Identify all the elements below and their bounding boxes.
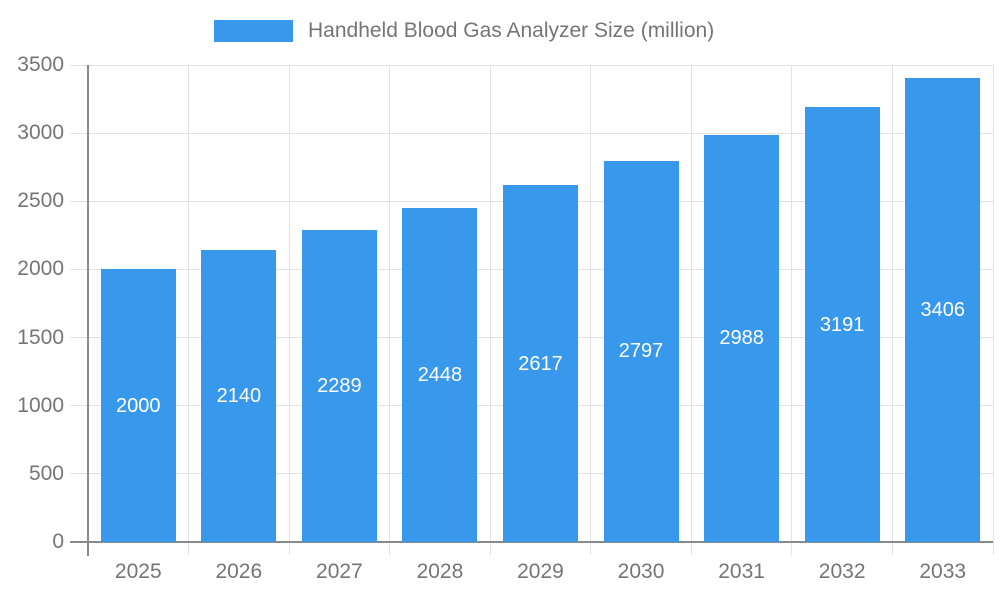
bar-2030: 2797 — [603, 160, 679, 542]
x-tick-mark — [992, 542, 994, 555]
y-tick-mark — [70, 405, 88, 407]
y-axis-line — [87, 65, 89, 556]
x-axis-tick-label: 2028 — [416, 560, 464, 583]
y-tick-mark — [70, 64, 88, 66]
y-axis-tick-label: 1500 — [17, 325, 64, 349]
bar-value-label: 3191 — [819, 313, 865, 336]
x-gridline — [891, 65, 893, 542]
bar-2033: 3406 — [905, 77, 981, 542]
bar-2026: 2140 — [201, 250, 277, 542]
x-axis-line — [70, 541, 993, 543]
x-gridline — [590, 65, 592, 542]
x-gridline — [288, 65, 290, 542]
x-gridline — [690, 65, 692, 542]
y-axis-tick-label: 3000 — [17, 121, 64, 145]
bar-2025: 2000 — [100, 269, 176, 542]
bar-2029: 2617 — [503, 185, 578, 542]
bar-2031: 2988 — [704, 134, 780, 542]
y-axis-tick-label: 500 — [28, 461, 64, 485]
x-axis-tick-label: 2025 — [114, 560, 162, 583]
bar-value-label: 2289 — [317, 375, 362, 397]
x-axis-tick-label: 2026 — [215, 560, 263, 583]
x-tick-mark — [891, 542, 893, 555]
bar-2032: 3191 — [804, 107, 880, 542]
chart-legend[interactable]: Handheld Blood Gas Analyzer Size (millio… — [214, 19, 714, 43]
bar-2028: 2448 — [402, 208, 478, 542]
x-tick-mark — [590, 542, 592, 555]
y-tick-mark — [70, 200, 88, 202]
y-axis-tick-label: 3500 — [17, 53, 64, 76]
x-gridline — [992, 65, 994, 542]
x-gridline — [791, 65, 793, 542]
legend-swatch-icon — [214, 20, 293, 42]
bar-value-label: 2000 — [116, 394, 161, 417]
x-tick-mark — [690, 542, 692, 555]
y-axis-tick-label: 1000 — [17, 393, 64, 417]
y-tick-mark — [70, 268, 88, 270]
bar-value-label: 2140 — [216, 385, 262, 408]
x-axis-tick-label: 2031 — [718, 560, 765, 583]
x-gridline — [188, 65, 190, 542]
y-axis-tick-label: 2000 — [17, 257, 64, 281]
bar-2027: 2289 — [301, 230, 377, 542]
x-axis-tick-label: 2032 — [818, 560, 866, 583]
x-axis-tick-label: 2029 — [517, 560, 564, 583]
x-axis-tick-label: 2027 — [316, 560, 363, 583]
bar-value-label: 2448 — [417, 364, 463, 387]
y-gridline — [88, 64, 993, 66]
x-tick-mark — [188, 542, 190, 555]
x-tick-mark — [489, 542, 491, 555]
y-tick-mark — [70, 132, 88, 134]
y-tick-mark — [70, 337, 88, 339]
x-gridline — [389, 65, 391, 542]
x-tick-mark — [791, 542, 793, 555]
x-gridline — [489, 65, 491, 542]
x-tick-mark — [389, 542, 391, 555]
y-tick-mark — [70, 473, 88, 475]
bar-value-label: 2617 — [518, 352, 563, 375]
x-tick-mark — [288, 542, 290, 555]
y-axis-tick-label: 2500 — [17, 189, 64, 213]
x-axis-tick-label: 2033 — [919, 560, 967, 583]
legend-label: Handheld Blood Gas Analyzer Size (millio… — [308, 19, 715, 42]
y-axis-tick-label: 0 — [52, 530, 64, 553]
bar-value-label: 2797 — [618, 340, 664, 363]
bar-value-label: 3406 — [920, 298, 965, 321]
x-axis-tick-label: 2030 — [617, 560, 665, 583]
bar-value-label: 2988 — [719, 327, 764, 350]
y-gridline — [88, 132, 993, 134]
